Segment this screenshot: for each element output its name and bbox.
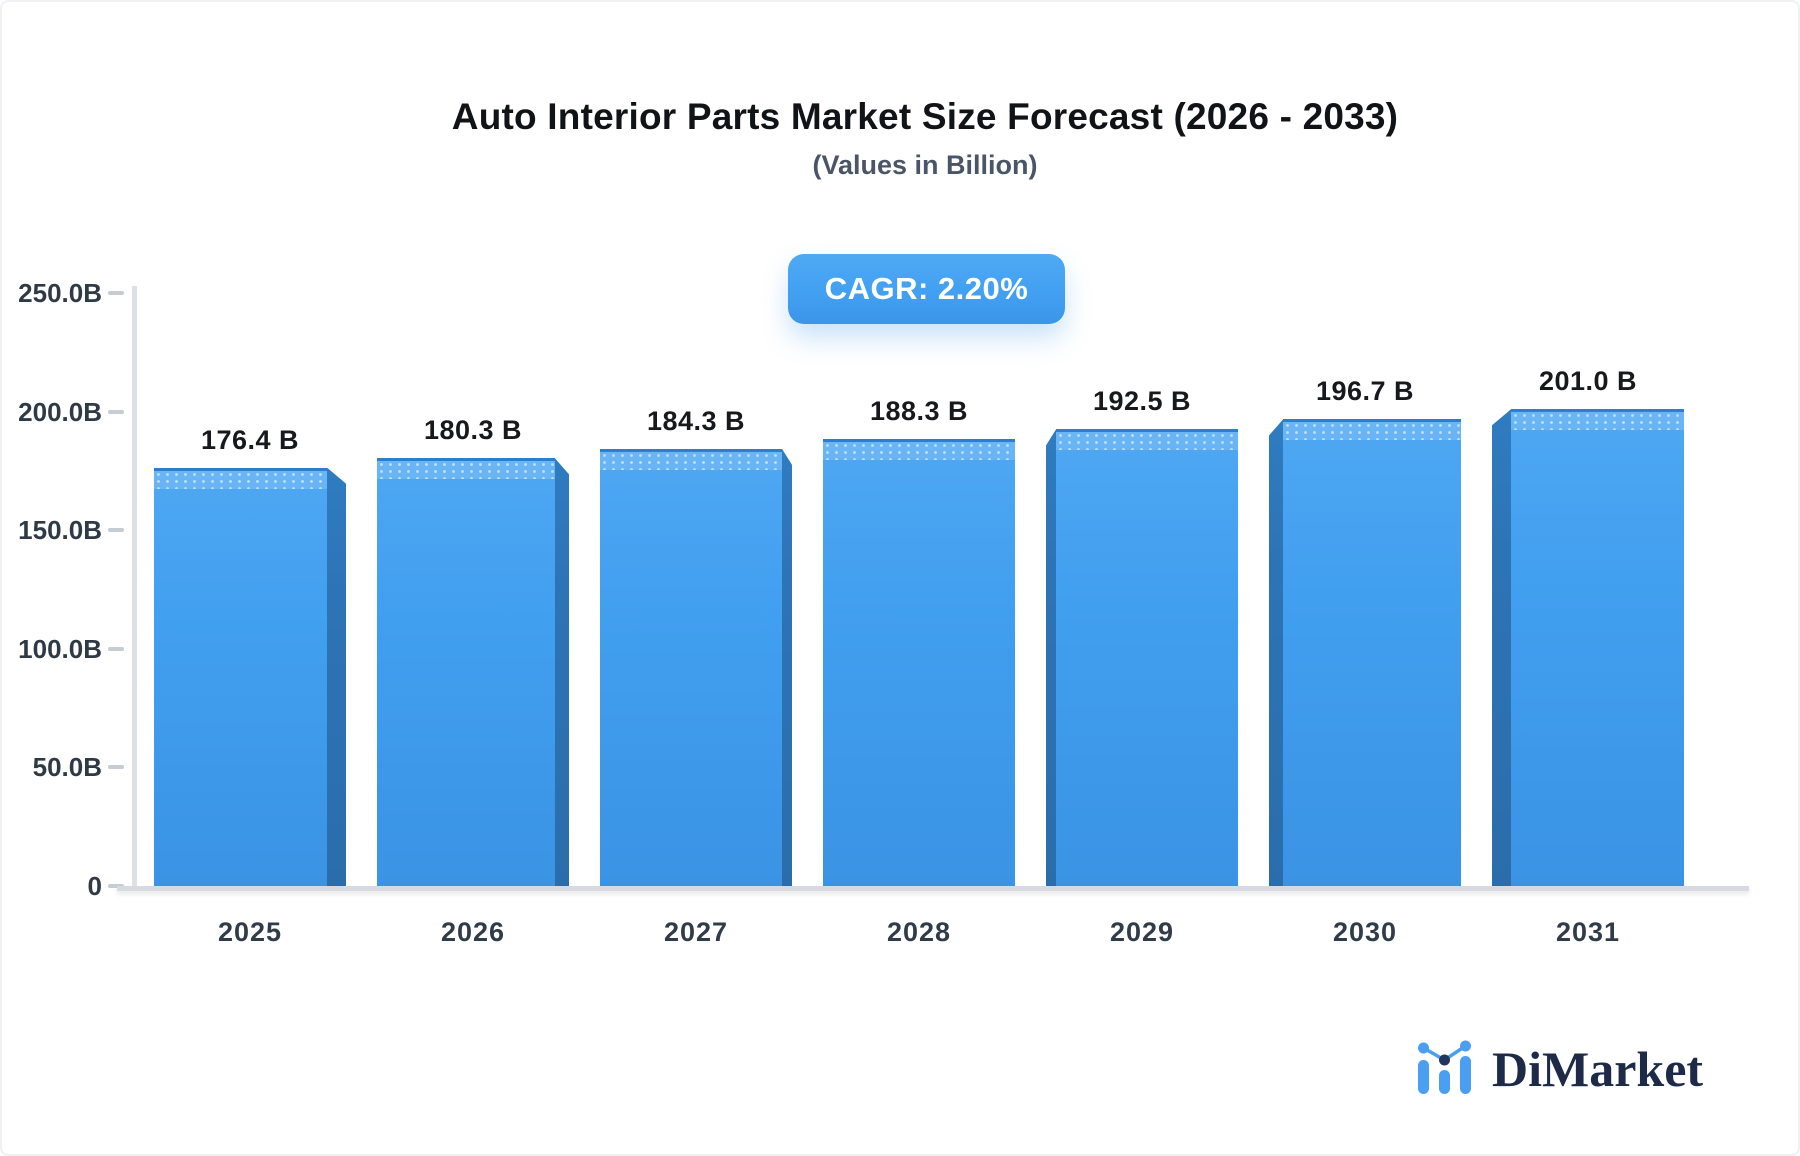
bar-face xyxy=(1056,429,1238,886)
bar-2025[interactable] xyxy=(154,467,346,886)
y-tick-label: 250.0B xyxy=(18,278,102,308)
bar-face xyxy=(154,467,327,886)
y-tick-mark xyxy=(108,528,124,533)
y-tick-label: 200.0B xyxy=(18,396,102,427)
bar-value-label: 180.3 B xyxy=(423,415,523,446)
dimarket-logo: DiMarket xyxy=(1414,1040,1703,1098)
bar-3d-side xyxy=(327,467,346,886)
x-axis-label-2027: 2027 xyxy=(663,917,729,947)
plot-area: 176.4 B 2025 180.3 B 2026 184.3 B 2027 188.3 B… xyxy=(132,293,1747,947)
x-axis-line xyxy=(117,886,1749,891)
bar-face xyxy=(1283,419,1461,886)
y-tick-label: 0 xyxy=(87,871,102,901)
bar-column-2027: 184.3 B 2027 xyxy=(600,293,792,947)
y-tick-mark xyxy=(108,409,124,414)
x-axis-label-2029: 2029 xyxy=(1109,917,1175,947)
y-tick-label: 50.0B xyxy=(32,752,102,783)
bar-face xyxy=(1511,409,1684,886)
bar-face xyxy=(823,439,1015,886)
bar-chart-logo-icon xyxy=(1418,1040,1471,1094)
bar-column-2025: 176.4 B 2025 xyxy=(154,293,346,947)
bar-column-2031: 201.0 B 2031 xyxy=(1492,293,1684,947)
y-axis-line xyxy=(132,286,137,886)
bar-3d-side xyxy=(1269,419,1283,886)
x-axis-label-2026: 2026 xyxy=(440,917,506,947)
bar-2030[interactable] xyxy=(1269,419,1461,886)
bar-column-2026: 180.3 B 2026 xyxy=(377,293,569,947)
bar-value-label: 196.7 B xyxy=(1315,376,1415,407)
x-axis-label-2030: 2030 xyxy=(1332,917,1398,947)
bar-3d-side xyxy=(1046,429,1056,886)
bar-column-2029: 192.5 B 2029 xyxy=(1046,293,1238,947)
bar-2029[interactable] xyxy=(1046,429,1238,886)
bar-2027[interactable] xyxy=(600,448,792,886)
y-tick-label: 150.0B xyxy=(18,515,102,546)
y-tick-mark xyxy=(108,765,124,770)
bar-value-label: 188.3 B xyxy=(869,396,969,427)
bar-2031[interactable] xyxy=(1492,409,1684,886)
y-tick-label: 100.0B xyxy=(18,633,102,664)
chart-subtitle: (Values in Billion) xyxy=(812,150,1038,180)
bar-column-2030: 196.7 B 2030 xyxy=(1269,293,1461,947)
chart-title: Auto Interior Parts Market Size Forecast… xyxy=(451,96,1399,137)
bar-2026[interactable] xyxy=(377,458,569,886)
y-tick-mark xyxy=(108,884,124,888)
bar-value-label: 184.3 B xyxy=(646,405,746,436)
bar-3d-side xyxy=(782,448,792,886)
y-tick-mark xyxy=(108,646,124,651)
cagr-badge: CAGR: 2.20% xyxy=(788,254,1065,324)
bar-column-2028: 188.3 B 2028 xyxy=(823,293,1015,947)
bar-2028[interactable] xyxy=(823,439,1015,886)
x-axis-label-2028: 2028 xyxy=(886,917,952,947)
cagr-badge-label: CAGR: 2.20% xyxy=(824,271,1029,306)
y-tick-mark xyxy=(108,291,124,295)
x-axis-label-2025: 2025 xyxy=(217,917,283,947)
bar-value-label: 176.4 B xyxy=(200,424,300,455)
bar-3d-side xyxy=(1492,409,1511,886)
bar-value-label: 201.0 B xyxy=(1538,366,1638,397)
x-axis-label-2031: 2031 xyxy=(1555,917,1621,947)
bar-value-label: 192.5 B xyxy=(1092,386,1192,417)
logo-wordmark: DiMarket xyxy=(1492,1041,1704,1097)
bar-face xyxy=(600,448,782,886)
bar-face xyxy=(377,458,555,886)
bar-3d-side xyxy=(555,458,569,886)
